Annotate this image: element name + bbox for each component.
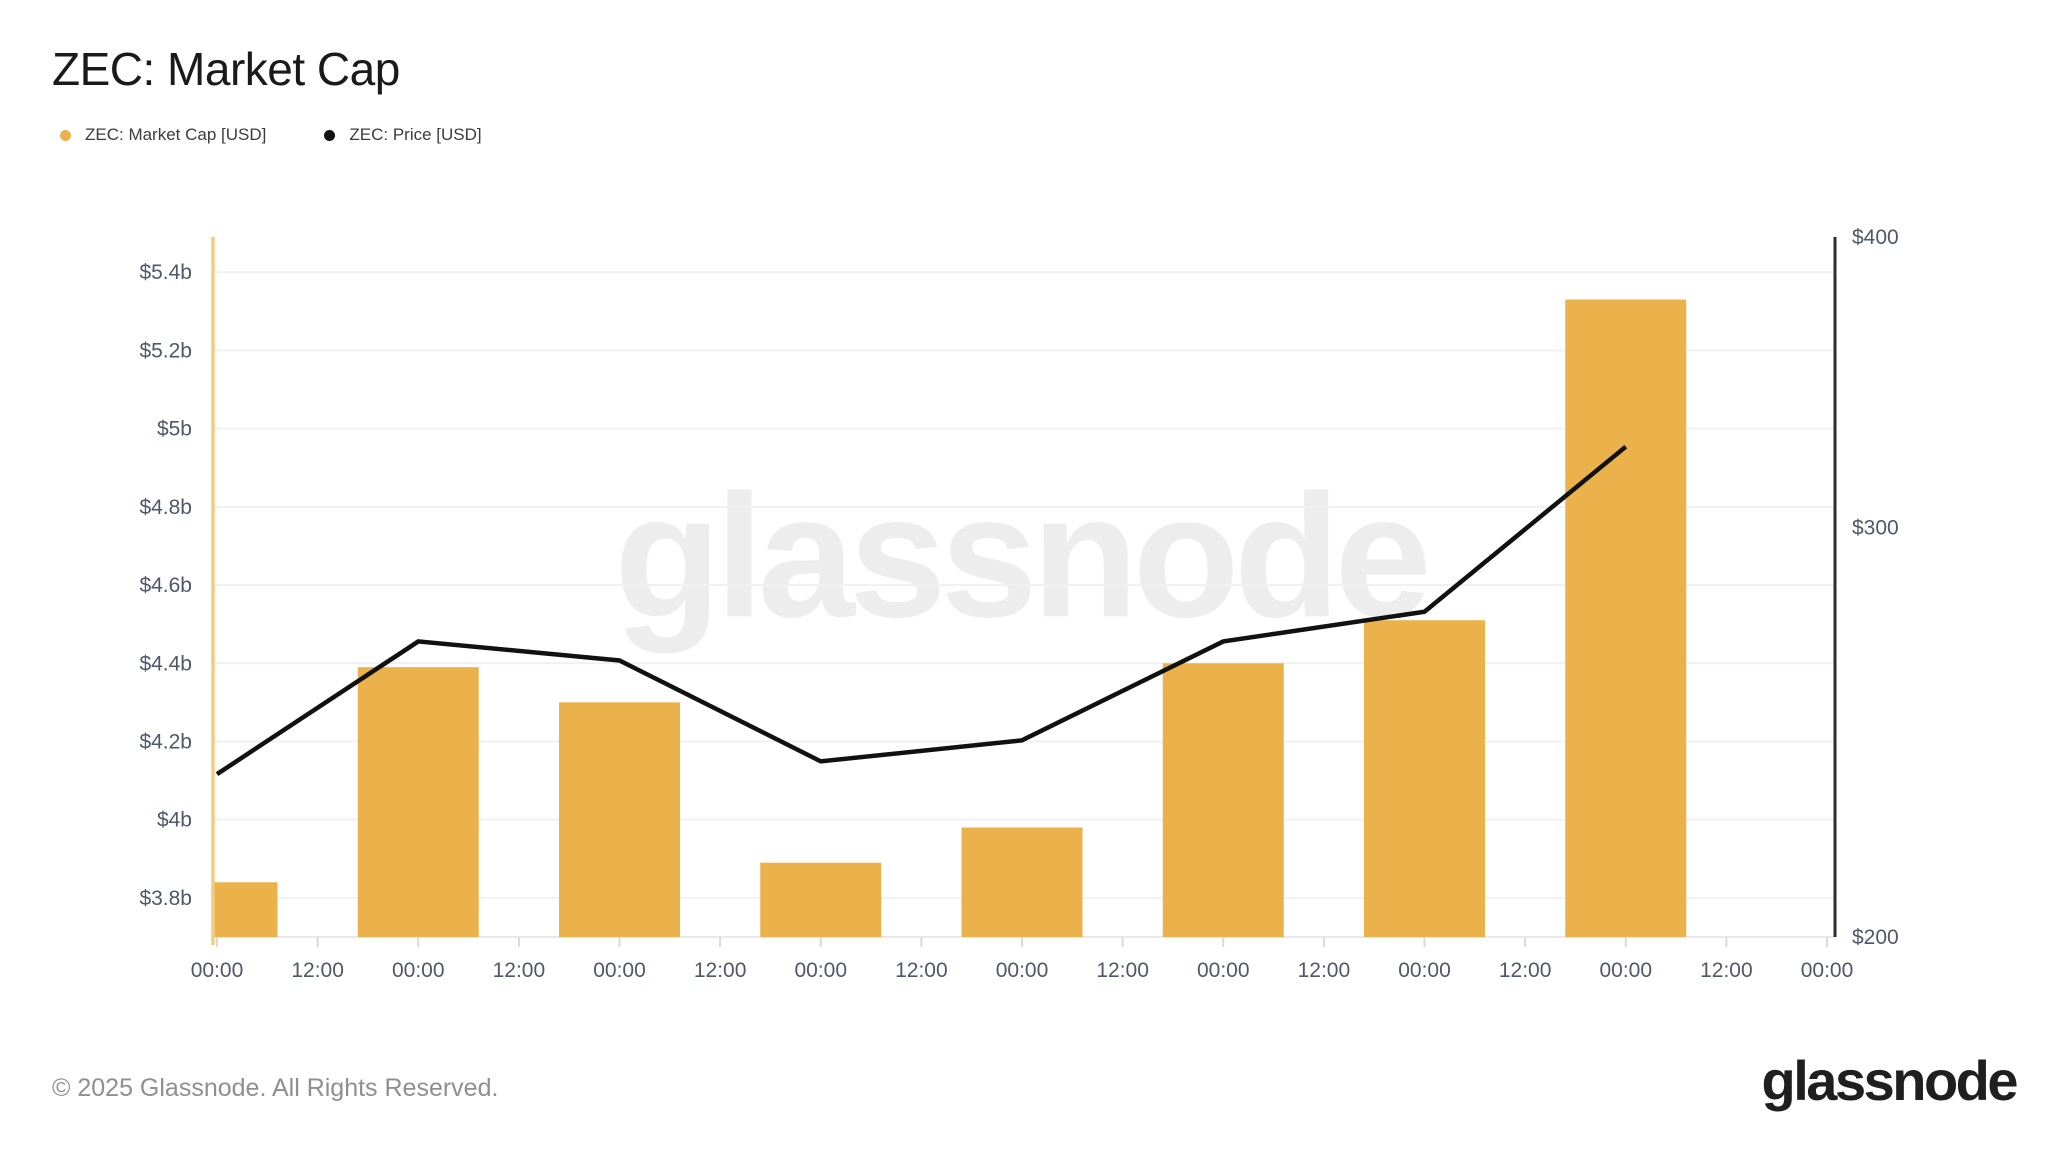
right-axis-tick-label: $300 — [1852, 517, 1899, 540]
left-axis-tick-label: $4.4b — [139, 652, 192, 675]
page-title: ZEC: Market Cap — [52, 43, 400, 95]
legend-item-market-cap[interactable]: ZEC: Market Cap [USD] — [60, 125, 266, 145]
x-axis-tick-label: 12:00 — [895, 959, 948, 982]
x-axis-tick-label: 00:00 — [1197, 959, 1250, 982]
x-axis-tick-label: 00:00 — [996, 959, 1049, 982]
left-axis-tick-label: $4.6b — [139, 574, 192, 597]
watermark-text: glassnode — [614, 459, 1426, 654]
left-axis-tick-label: $4.2b — [139, 730, 192, 753]
market-cap-bar[interactable] — [559, 702, 680, 937]
x-axis-tick-label: 00:00 — [1801, 959, 1854, 982]
x-axis-tick-label: 00:00 — [191, 959, 244, 982]
left-axis-tick-label: $5b — [157, 418, 192, 441]
x-axis-tick-label: 12:00 — [1700, 959, 1753, 982]
legend-label: ZEC: Market Cap [USD] — [85, 125, 267, 144]
x-axis-tick-label: 00:00 — [1398, 959, 1451, 982]
left-axis-tick-label: $5.4b — [139, 261, 192, 284]
market-cap-bar[interactable] — [961, 827, 1083, 937]
x-axis-tick-label: 12:00 — [291, 959, 344, 982]
chart-legend: ZEC: Market Cap [USD] ZEC: Price [USD] — [60, 125, 482, 145]
x-axis-tick-label: 12:00 — [1298, 959, 1351, 982]
market-cap-bar[interactable] — [357, 667, 479, 937]
x-axis-tick-label: 12:00 — [1096, 959, 1149, 982]
price-line-series[interactable] — [215, 444, 1628, 777]
market-cap-bar[interactable] — [1162, 663, 1284, 937]
x-axis-tick-label: 00:00 — [593, 959, 646, 982]
x-axis-tick-label: 00:00 — [1599, 959, 1652, 982]
left-axis-tick-label: $4.8b — [139, 496, 192, 519]
legend-item-price[interactable]: ZEC: Price [USD] — [324, 125, 482, 145]
market-cap-bar[interactable] — [760, 862, 882, 937]
x-axis-tick-label: 12:00 — [493, 959, 546, 982]
right-axis-tick-label: $200 — [1852, 926, 1899, 949]
market-cap-bar[interactable] — [1565, 299, 1687, 937]
market-cap-legend-dot-icon — [60, 129, 71, 141]
x-axis-tick-label: 12:00 — [1499, 959, 1552, 982]
market-cap-bar[interactable] — [157, 882, 278, 937]
market-cap-bar-series — [157, 299, 1687, 937]
copyright-text: © 2025 Glassnode. All Rights Reserved. — [52, 1074, 499, 1102]
legend-label: ZEC: Price [USD] — [349, 125, 482, 144]
left-axis-tick-label: $5.2b — [139, 339, 192, 362]
x-axis-tick-label: 12:00 — [694, 959, 747, 982]
left-axis-tick-label: $4b — [157, 809, 192, 832]
chart-plot-area[interactable]: glassnode $3.8b $4b $4.2b $4.4b $4.6b $4.8b $5b… — [139, 226, 1898, 982]
x-axis-tick-label: 00:00 — [392, 959, 445, 982]
left-axis-tick-label: $3.8b — [139, 887, 192, 910]
x-axis-tick-label: 00:00 — [794, 959, 847, 982]
price-legend-dot-icon — [324, 129, 336, 141]
market-cap-bar[interactable] — [1364, 620, 1485, 937]
glassnode-logo: glassnode — [1761, 1049, 2019, 1112]
right-axis-tick-label: $400 — [1852, 226, 1899, 249]
